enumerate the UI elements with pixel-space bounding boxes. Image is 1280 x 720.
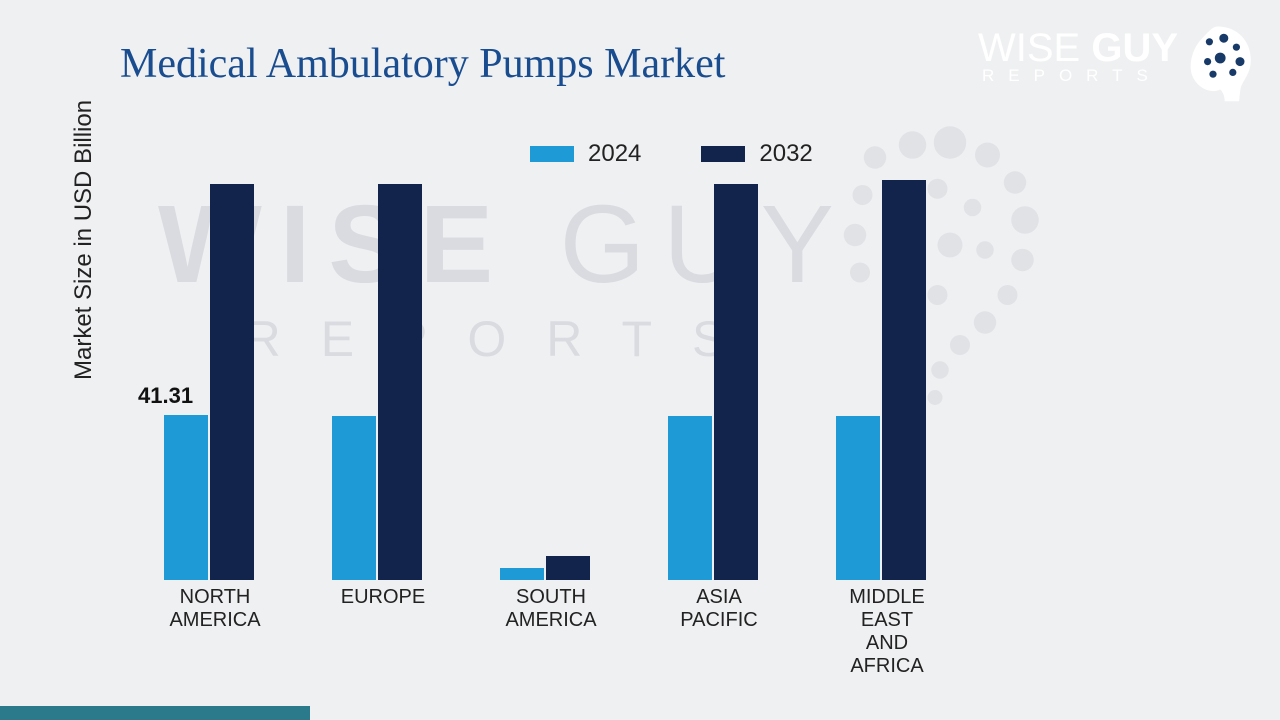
logo-word-wise: WISE (978, 26, 1080, 70)
bar-2024 (836, 416, 880, 580)
bar-2032 (378, 184, 422, 580)
plot-area: 41.31 (110, 180, 940, 580)
logo-word-guy: GUY (1091, 26, 1178, 70)
bar-2032 (882, 180, 926, 580)
bar-2032 (714, 184, 758, 580)
x-axis-label: SOUTHAMERICA (476, 586, 626, 632)
bar-2032 (210, 184, 254, 580)
bar-2024 (500, 568, 544, 580)
legend-item-2024: 2024 (530, 140, 641, 168)
bar-2024 (332, 416, 376, 580)
logo-head-icon (1168, 22, 1258, 112)
bar-2024 (668, 416, 712, 580)
legend-label-2032: 2032 (759, 140, 812, 168)
bar-2032 (546, 556, 590, 580)
canvas: WISE GUY REPORTS Medical Ambulatory Pump… (0, 0, 1280, 720)
x-axis-label: NORTHAMERICA (140, 586, 290, 632)
chart-title: Medical Ambulatory Pumps Market (120, 40, 725, 88)
bar-value-label: 41.31 (138, 383, 193, 409)
bar-2024 (164, 415, 208, 580)
x-axis-label: EUROPE (308, 586, 458, 609)
legend: 2024 2032 (530, 140, 813, 168)
legend-swatch-2032 (701, 146, 745, 162)
x-axis-label: MIDDLEEASTANDAFRICA (812, 586, 962, 678)
legend-swatch-2024 (530, 146, 574, 162)
footer-accent-bar (0, 706, 310, 720)
x-axis-label: ASIAPACIFIC (644, 586, 794, 632)
y-axis-label: Market Size in USD Billion (70, 100, 98, 380)
legend-label-2024: 2024 (588, 140, 641, 168)
brand-logo: WISE GUY REPORTS (978, 28, 1258, 86)
legend-item-2032: 2032 (701, 140, 812, 168)
